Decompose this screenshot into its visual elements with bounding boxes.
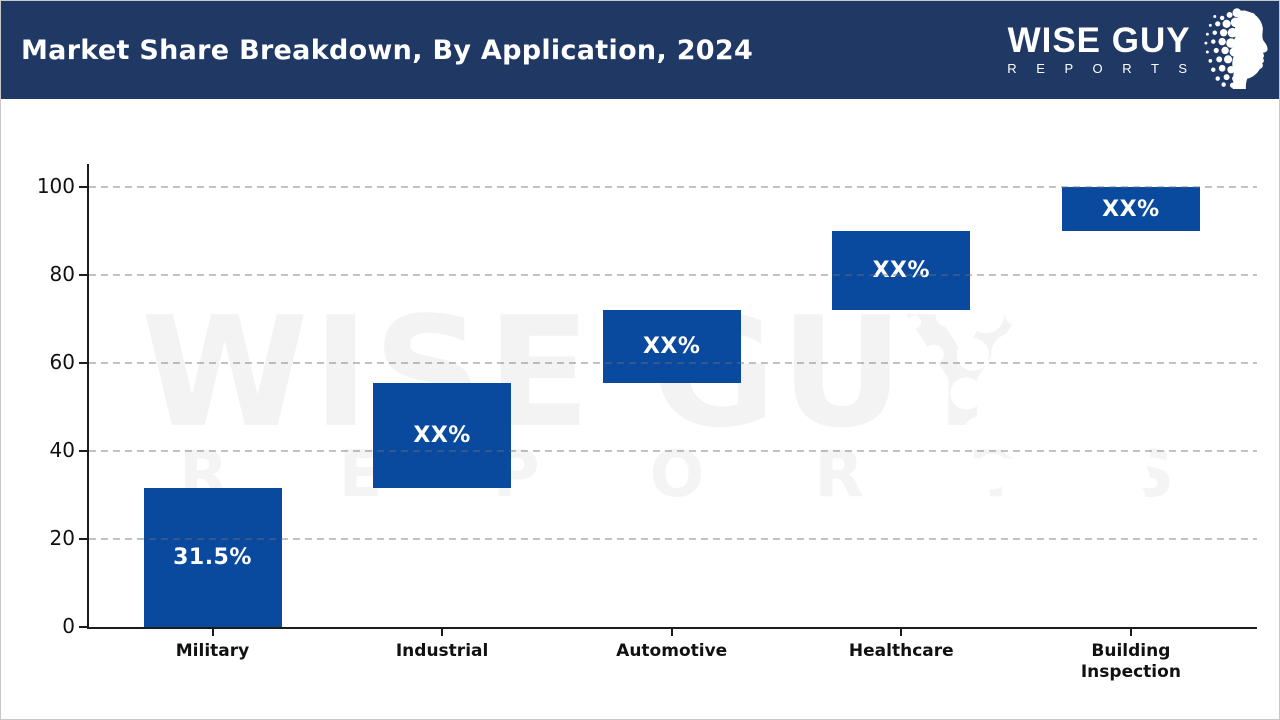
watermark-wordmark: WISE GUY <box>141 284 1022 461</box>
x-tick-mark-automotive <box>670 629 673 636</box>
x-category-label-industrial: Industrial <box>395 641 489 661</box>
y-tick-mark-20 <box>79 538 87 540</box>
y-tick-label-0: 0 <box>62 614 75 638</box>
x-category-label-building-inspection: Building Inspection <box>1080 641 1181 683</box>
y-tick-mark-40 <box>79 450 87 452</box>
x-axis-line <box>87 627 1257 629</box>
y-tick-mark-0 <box>79 626 87 628</box>
y-tick-label-80: 80 <box>49 262 75 286</box>
bar-automotive: XX% <box>602 310 741 383</box>
logo-wordmark: WISE GUY R E P O R T S <box>1003 23 1195 76</box>
bar-value-label-healthcare: XX% <box>872 258 931 284</box>
x-category-label-healthcare: Healthcare <box>848 641 954 661</box>
y-axis-line <box>87 164 89 629</box>
gridline-60 <box>89 362 1257 364</box>
gridline-80 <box>89 274 1257 276</box>
y-tick-mark-80 <box>79 274 87 276</box>
gridline-20 <box>89 538 1257 540</box>
bar-value-label-automotive: XX% <box>642 333 701 359</box>
x-tick-mark-building-inspection <box>1129 629 1132 636</box>
x-tick-mark-military <box>211 629 214 636</box>
y-tick-label-40: 40 <box>49 438 75 462</box>
x-category-label-military: Military <box>175 641 250 661</box>
gridline-100 <box>89 186 1257 188</box>
logo-wordmark-line1: WISE GUY <box>1007 20 1191 60</box>
bar-healthcare: XX% <box>832 231 971 311</box>
x-category-label-automotive: Automotive <box>616 641 728 661</box>
x-tick-mark-healthcare <box>900 629 903 636</box>
logo-face-icon <box>1204 8 1268 89</box>
x-tick-mark-industrial <box>441 629 444 636</box>
y-tick-label-20: 20 <box>49 526 75 550</box>
y-tick-label-100: 100 <box>36 174 75 198</box>
bar-value-label-building-inspection: XX% <box>1102 196 1160 222</box>
gridline-40 <box>89 450 1257 452</box>
bar-military: 31.5% <box>143 488 282 627</box>
logo-wordmark-line2: R E P O R T S <box>1007 60 1195 76</box>
y-tick-mark-60 <box>79 362 87 364</box>
header-banner: Market Share Breakdown, By Application, … <box>1 1 1279 99</box>
bar-building-inspection: XX% <box>1061 187 1200 231</box>
y-tick-label-60: 60 <box>49 350 75 374</box>
wise-guy-reports-logo: WISE GUY R E P O R T S <box>1003 7 1271 91</box>
y-tick-mark-100 <box>79 186 87 188</box>
bar-industrial: XX% <box>373 382 512 489</box>
bar-value-label-military: 31.5% <box>173 545 252 571</box>
chart-title: Market Share Breakdown, By Application, … <box>21 35 754 66</box>
bar-value-label-industrial: XX% <box>413 423 471 449</box>
